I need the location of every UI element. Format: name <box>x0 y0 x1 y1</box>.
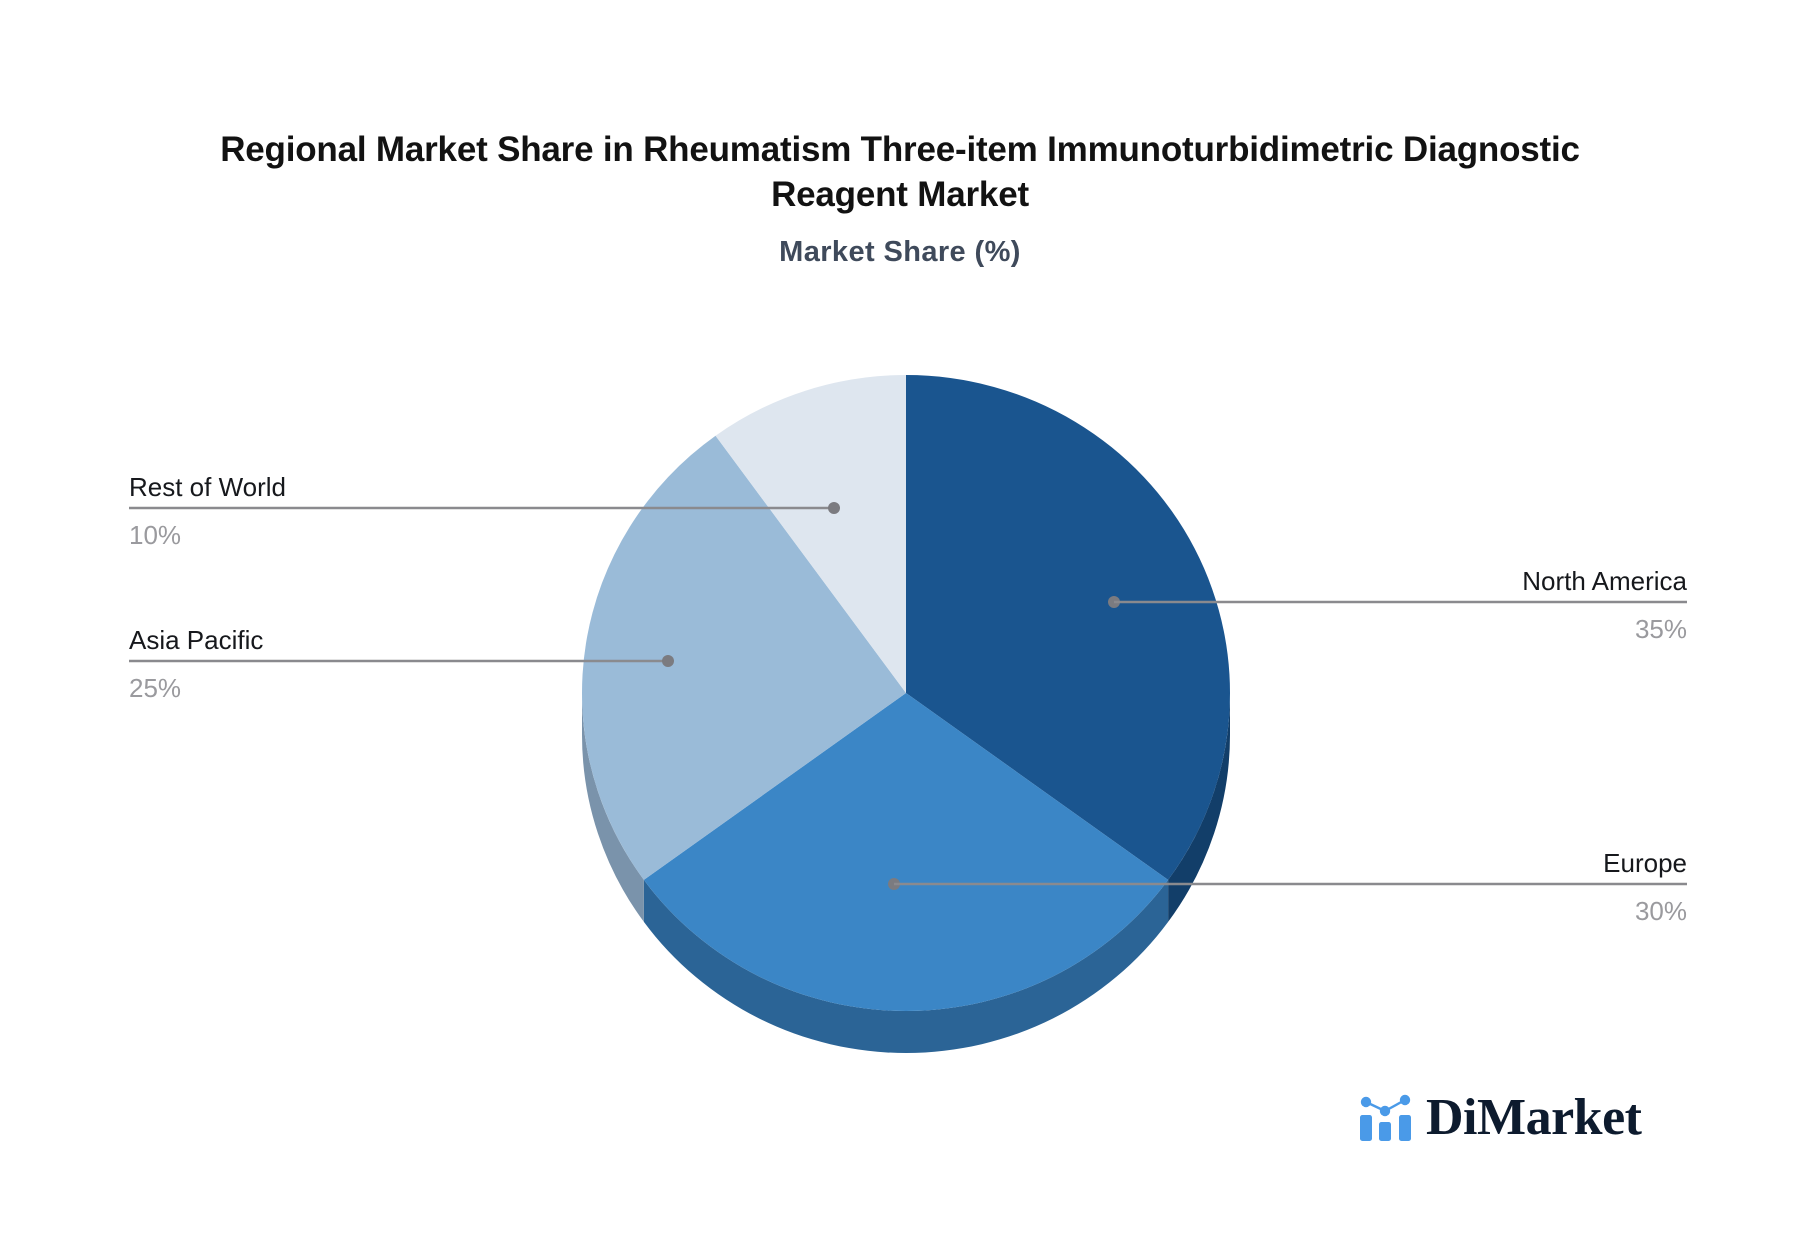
leader-rest-of-world <box>129 502 840 514</box>
pie-slices <box>582 375 1230 1011</box>
leader-asia-pacific <box>129 655 674 667</box>
pie-depth-europe <box>643 879 1169 1053</box>
callout-rest-of-world-value: 10% <box>129 519 182 550</box>
pie-depth-north-america <box>1168 693 1230 922</box>
pie-slice-rest-of-world[interactable] <box>715 375 906 693</box>
callout-asia-pacific: Asia Pacific 25% <box>129 625 263 704</box>
pie-depth-asia-pacific <box>582 693 644 922</box>
pie-chart-svg <box>582 375 1230 1053</box>
chart-title: Regional Market Share in Rheumatism Thre… <box>220 130 1580 214</box>
title-block: Regional Market Share in Rheumatism Thre… <box>170 128 1630 269</box>
brand-logo: DiMarket <box>1358 1089 1642 1146</box>
brand-name: DiMarket <box>1426 1089 1642 1146</box>
bar-chart-logo-icon <box>1360 1094 1411 1141</box>
callout-north-america-label: North America <box>1522 566 1687 596</box>
callout-europe: Europe 30% <box>1603 848 1687 927</box>
chart-subtitle: Market Share (%) <box>779 235 1021 268</box>
leader-north-america <box>1108 596 1687 608</box>
callout-north-america: North America 35% <box>1522 566 1687 645</box>
callout-rest-of-world-label: Rest of World <box>129 472 287 502</box>
callout-rest-of-world: Rest of World 10% <box>129 472 286 551</box>
pie-slice-asia-pacific[interactable] <box>582 435 906 880</box>
callout-asia-pacific-label: Asia Pacific <box>129 625 264 655</box>
callout-europe-label: Europe <box>1603 848 1687 878</box>
pie-slice-europe[interactable] <box>643 693 1169 1011</box>
pie-slice-north-america[interactable] <box>906 375 1230 880</box>
pie-depth-walls <box>582 693 1230 1053</box>
pie-chart <box>566 375 1246 1053</box>
callout-north-america-value: 35% <box>1634 613 1687 644</box>
callout-asia-pacific-value: 25% <box>129 672 182 703</box>
callout-europe-value: 30% <box>1634 895 1687 926</box>
leader-europe <box>888 878 1687 890</box>
